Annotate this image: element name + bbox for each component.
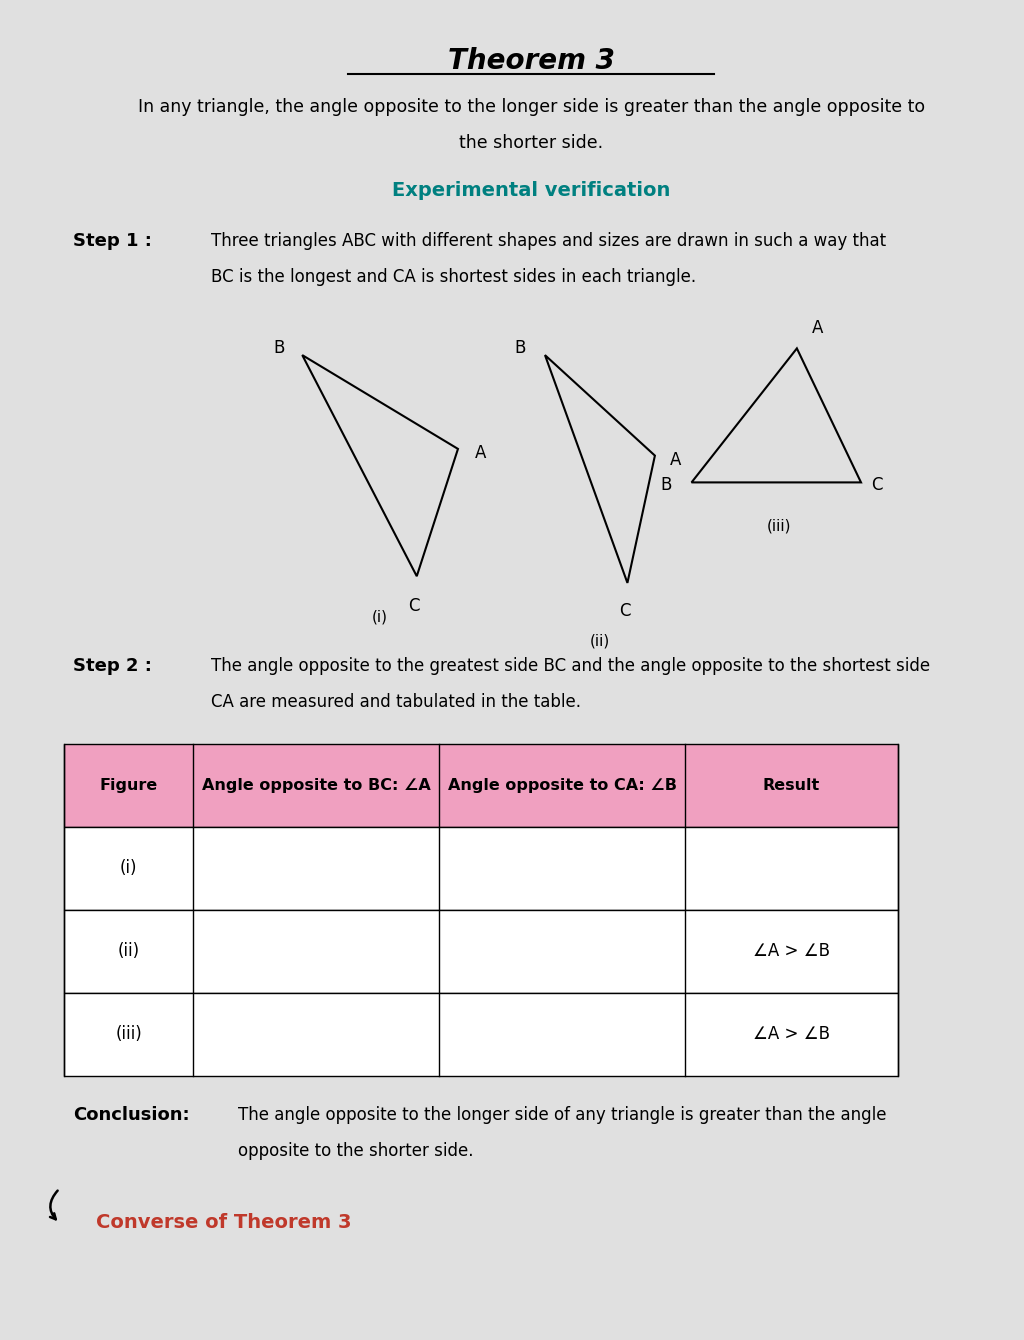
Text: In any triangle, the angle opposite to the longer side is greater than the angle: In any triangle, the angle opposite to t… <box>137 98 925 115</box>
Text: Theorem 3: Theorem 3 <box>447 47 614 75</box>
Text: CA are measured and tabulated in the table.: CA are measured and tabulated in the tab… <box>211 693 581 710</box>
Text: (ii): (ii) <box>590 634 610 649</box>
Text: Converse of Theorem 3: Converse of Theorem 3 <box>96 1213 351 1231</box>
Text: B: B <box>660 476 672 494</box>
Text: C: C <box>870 476 883 494</box>
Text: (i): (i) <box>120 859 137 878</box>
Text: C: C <box>409 596 420 615</box>
Text: (i): (i) <box>372 610 388 624</box>
Text: Result: Result <box>763 777 820 793</box>
FancyBboxPatch shape <box>65 910 898 993</box>
Text: The angle opposite to the longer side of any triangle is greater than the angle: The angle opposite to the longer side of… <box>239 1106 887 1123</box>
Text: opposite to the shorter side.: opposite to the shorter side. <box>239 1142 474 1159</box>
FancyBboxPatch shape <box>65 993 898 1076</box>
Text: (iii): (iii) <box>766 519 791 533</box>
Text: Experimental verification: Experimental verification <box>392 181 671 200</box>
Text: Three triangles ABC with different shapes and sizes are drawn in such a way that: Three triangles ABC with different shape… <box>211 232 886 249</box>
Text: (ii): (ii) <box>118 942 139 961</box>
Text: Step 2 :: Step 2 : <box>74 657 153 674</box>
Text: Step 1 :: Step 1 : <box>74 232 153 249</box>
Text: Angle opposite to CA: ∠B: Angle opposite to CA: ∠B <box>447 777 677 793</box>
FancyBboxPatch shape <box>65 827 898 910</box>
Text: A: A <box>475 444 486 462</box>
Text: B: B <box>515 339 526 358</box>
Text: ∠A > ∠B: ∠A > ∠B <box>753 1025 829 1044</box>
Text: The angle opposite to the greatest side BC and the angle opposite to the shortes: The angle opposite to the greatest side … <box>211 657 930 674</box>
Text: B: B <box>273 339 285 358</box>
Text: (iii): (iii) <box>116 1025 142 1044</box>
Text: the shorter side.: the shorter side. <box>459 134 603 151</box>
Text: Angle opposite to BC: ∠A: Angle opposite to BC: ∠A <box>202 777 431 793</box>
Text: ∠A > ∠B: ∠A > ∠B <box>753 942 829 961</box>
FancyBboxPatch shape <box>65 744 898 827</box>
Text: A: A <box>812 319 823 338</box>
Text: A: A <box>671 450 682 469</box>
Text: BC is the longest and CA is shortest sides in each triangle.: BC is the longest and CA is shortest sid… <box>211 268 695 285</box>
Text: Conclusion:: Conclusion: <box>74 1106 189 1123</box>
Text: Figure: Figure <box>99 777 158 793</box>
Text: C: C <box>618 602 631 620</box>
